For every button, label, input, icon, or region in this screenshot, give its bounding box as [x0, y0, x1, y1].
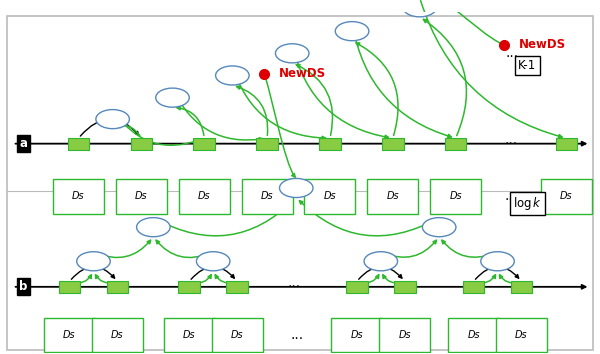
- Text: Ds: Ds: [386, 192, 399, 201]
- FancyBboxPatch shape: [319, 137, 341, 150]
- FancyBboxPatch shape: [511, 281, 532, 293]
- FancyBboxPatch shape: [256, 137, 278, 150]
- Text: Ds: Ds: [111, 330, 124, 339]
- FancyBboxPatch shape: [53, 179, 104, 213]
- FancyBboxPatch shape: [382, 137, 404, 150]
- FancyBboxPatch shape: [68, 137, 89, 150]
- Text: Ds: Ds: [72, 192, 85, 201]
- FancyBboxPatch shape: [445, 137, 466, 150]
- Text: ...: ...: [290, 327, 304, 342]
- Text: Ds: Ds: [183, 330, 196, 339]
- Text: ...: ...: [506, 46, 519, 60]
- Text: Ds: Ds: [261, 192, 274, 201]
- Text: Ds: Ds: [467, 330, 480, 339]
- Text: b: b: [19, 280, 28, 293]
- FancyBboxPatch shape: [107, 281, 128, 293]
- FancyBboxPatch shape: [496, 318, 547, 352]
- FancyBboxPatch shape: [430, 179, 481, 213]
- FancyBboxPatch shape: [179, 179, 230, 213]
- Circle shape: [215, 66, 249, 85]
- FancyBboxPatch shape: [541, 179, 592, 213]
- FancyBboxPatch shape: [304, 179, 355, 213]
- Text: Ds: Ds: [63, 330, 76, 339]
- Text: Ds: Ds: [560, 192, 572, 201]
- Circle shape: [77, 252, 110, 271]
- Circle shape: [156, 88, 189, 107]
- FancyBboxPatch shape: [164, 318, 215, 352]
- FancyBboxPatch shape: [556, 137, 577, 150]
- Text: Ds: Ds: [398, 330, 411, 339]
- FancyBboxPatch shape: [448, 318, 499, 352]
- Text: Ds: Ds: [350, 330, 363, 339]
- Text: ...: ...: [505, 133, 518, 147]
- Text: Ds: Ds: [323, 192, 336, 201]
- Circle shape: [280, 178, 313, 198]
- FancyBboxPatch shape: [116, 179, 167, 213]
- Circle shape: [96, 110, 130, 129]
- FancyBboxPatch shape: [346, 281, 368, 293]
- Text: Ds: Ds: [515, 330, 528, 339]
- FancyBboxPatch shape: [463, 281, 484, 293]
- FancyBboxPatch shape: [92, 318, 143, 352]
- Text: a: a: [19, 137, 28, 150]
- Circle shape: [403, 0, 436, 17]
- FancyBboxPatch shape: [394, 281, 416, 293]
- FancyBboxPatch shape: [226, 281, 248, 293]
- Circle shape: [137, 218, 170, 237]
- FancyBboxPatch shape: [59, 281, 80, 293]
- FancyBboxPatch shape: [367, 179, 418, 213]
- Circle shape: [481, 252, 514, 271]
- FancyBboxPatch shape: [212, 318, 263, 352]
- Text: NewDS: NewDS: [279, 67, 326, 80]
- Circle shape: [275, 44, 309, 63]
- Circle shape: [364, 252, 398, 271]
- Text: ...: ...: [287, 276, 301, 290]
- FancyArrowPatch shape: [264, 74, 295, 177]
- Text: Ds: Ds: [449, 192, 462, 201]
- Text: K-1: K-1: [518, 59, 536, 72]
- Text: Ds: Ds: [135, 192, 148, 201]
- Text: ...: ...: [505, 189, 518, 204]
- Text: Ds: Ds: [198, 192, 211, 201]
- Circle shape: [196, 252, 230, 271]
- Circle shape: [422, 218, 456, 237]
- FancyArrowPatch shape: [421, 0, 503, 45]
- FancyBboxPatch shape: [379, 318, 430, 352]
- FancyBboxPatch shape: [193, 137, 215, 150]
- Text: Ds: Ds: [231, 330, 244, 339]
- FancyBboxPatch shape: [178, 281, 200, 293]
- Circle shape: [335, 22, 369, 41]
- FancyBboxPatch shape: [331, 318, 382, 352]
- FancyBboxPatch shape: [131, 137, 152, 150]
- Text: NewDS: NewDS: [518, 38, 566, 51]
- FancyBboxPatch shape: [44, 318, 95, 352]
- Text: $\log k$: $\log k$: [513, 195, 542, 212]
- FancyBboxPatch shape: [242, 179, 293, 213]
